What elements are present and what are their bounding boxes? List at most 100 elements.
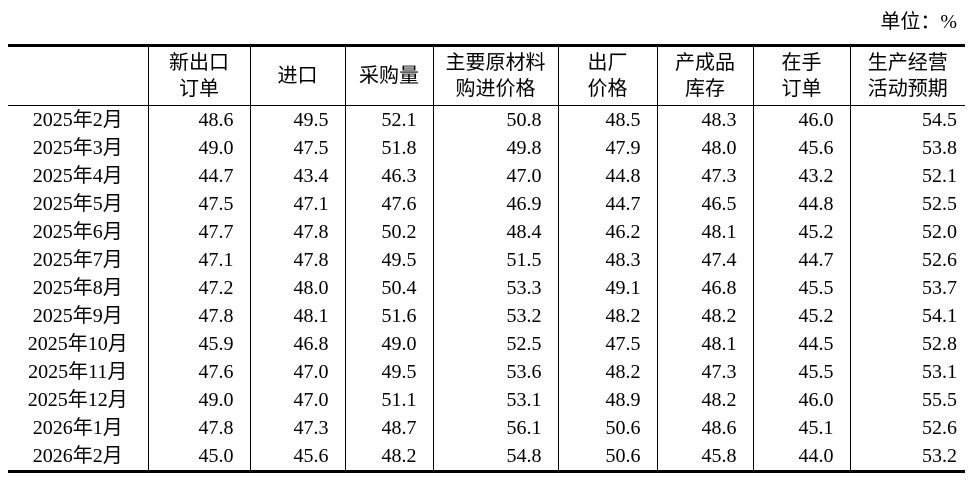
- value-cell: 47.5: [147, 190, 250, 218]
- column-header-orders-on-hand: 在手 订单: [752, 45, 850, 106]
- value-cell: 46.2: [557, 218, 657, 246]
- value-cell: 49.5: [344, 358, 433, 386]
- value-cell: 48.5: [557, 105, 657, 134]
- value-cell: 52.5: [432, 330, 558, 358]
- value-cell: 48.1: [656, 330, 753, 358]
- value-cell: 54.8: [432, 442, 558, 472]
- value-cell: 52.5: [849, 190, 965, 218]
- table-row: 2025年10月 45.9 46.8 49.0 52.5 47.5 48.1 4…: [8, 330, 965, 358]
- value-cell: 47.6: [147, 358, 250, 386]
- value-cell: 49.1: [557, 274, 657, 302]
- value-cell: 48.2: [344, 442, 433, 472]
- value-cell: 46.0: [752, 105, 850, 134]
- row-label-cell: 2025年11月: [28, 361, 128, 383]
- value-cell: 48.3: [656, 105, 753, 134]
- value-cell: 47.5: [557, 330, 657, 358]
- row-label-cell: 2025年7月: [32, 249, 123, 271]
- value-cell: 44.0: [752, 442, 850, 472]
- value-cell: 51.6: [344, 302, 433, 330]
- value-cell: 51.8: [344, 134, 433, 162]
- table-row: 2025年8月 47.2 48.0 50.4 53.3 49.1 46.8 45…: [8, 274, 965, 302]
- value-cell: 52.8: [849, 330, 965, 358]
- row-label-cell: 2025年4月: [32, 165, 123, 187]
- value-cell: 53.7: [849, 274, 965, 302]
- column-header-finished-goods-inventory: 产成品 库存: [656, 45, 753, 106]
- value-cell: 47.1: [147, 246, 250, 274]
- value-cell: 52.6: [849, 246, 965, 274]
- value-cell: 46.3: [344, 162, 433, 190]
- value-cell: 50.4: [344, 274, 433, 302]
- row-label-cell: 2025年5月: [32, 193, 123, 215]
- table-row: 2025年6月 47.7 47.8 50.2 48.4 46.2 48.1 45…: [8, 218, 965, 246]
- value-cell: 53.2: [849, 442, 965, 472]
- value-cell: 56.1: [432, 414, 558, 442]
- page: 单位：% 新出口 订单 进口 采购量 主要原材料 购进价格 出厂 价格 产成品 …: [8, 11, 965, 473]
- value-cell: 47.7: [147, 218, 250, 246]
- value-cell: 46.0: [752, 386, 850, 414]
- column-header-ex-factory-prices: 出厂 价格: [557, 45, 657, 106]
- value-cell: 53.1: [849, 358, 965, 386]
- value-cell: 48.2: [557, 358, 657, 386]
- table-header: 新出口 订单 进口 采购量 主要原材料 购进价格 出厂 价格 产成品 库存 在手…: [8, 45, 965, 106]
- row-label-cell: 2025年9月: [32, 305, 123, 327]
- value-cell: 48.9: [557, 386, 657, 414]
- value-cell: 49.5: [344, 246, 433, 274]
- value-cell: 44.7: [147, 162, 250, 190]
- value-cell: 47.1: [249, 190, 345, 218]
- value-cell: 52.6: [849, 414, 965, 442]
- value-cell: 49.8: [432, 134, 558, 162]
- value-cell: 50.6: [557, 414, 657, 442]
- value-cell: 47.5: [249, 134, 345, 162]
- row-label-cell: 2026年1月: [32, 417, 123, 439]
- value-cell: 44.8: [557, 162, 657, 190]
- value-cell: 47.3: [656, 358, 753, 386]
- value-cell: 45.2: [752, 302, 850, 330]
- value-cell: 47.0: [432, 162, 558, 190]
- table-row: 2025年12月 49.0 47.0 51.1 53.1 48.9 48.2 4…: [8, 386, 965, 414]
- value-cell: 47.3: [656, 162, 753, 190]
- value-cell: 48.0: [249, 274, 345, 302]
- value-cell: 51.1: [344, 386, 433, 414]
- value-cell: 48.7: [344, 414, 433, 442]
- table-row: 2025年11月 47.6 47.0 49.5 53.6 48.2 47.3 4…: [8, 358, 965, 386]
- table-row: 2025年4月 44.7 43.4 46.3 47.0 44.8 47.3 43…: [8, 162, 965, 190]
- value-cell: 46.9: [432, 190, 558, 218]
- table-row: 2025年7月 47.1 47.8 49.5 51.5 48.3 47.4 44…: [8, 246, 965, 274]
- value-cell: 53.1: [432, 386, 558, 414]
- value-cell: 48.3: [557, 246, 657, 274]
- value-cell: 48.2: [656, 302, 753, 330]
- table-row: 2025年9月 47.8 48.1 51.6 53.2 48.2 48.2 45…: [8, 302, 965, 330]
- value-cell: 49.0: [147, 134, 250, 162]
- value-cell: 45.2: [752, 218, 850, 246]
- value-cell: 54.1: [849, 302, 965, 330]
- value-cell: 48.6: [656, 414, 753, 442]
- corner-cell: [8, 45, 148, 106]
- value-cell: 47.8: [147, 302, 250, 330]
- row-label-cell: 2025年2月: [32, 109, 123, 131]
- value-cell: 48.6: [147, 105, 250, 134]
- value-cell: 47.0: [249, 386, 345, 414]
- value-cell: 53.8: [849, 134, 965, 162]
- value-cell: 49.0: [147, 386, 250, 414]
- table-row: 2026年2月 45.0 45.6 48.2 54.8 50.6 45.8 44…: [8, 442, 965, 472]
- value-cell: 47.0: [249, 358, 345, 386]
- value-cell: 45.8: [656, 442, 753, 472]
- value-cell: 46.5: [656, 190, 753, 218]
- value-cell: 52.1: [344, 105, 433, 134]
- row-label-cell: 2025年3月: [32, 137, 123, 159]
- value-cell: 47.3: [249, 414, 345, 442]
- value-cell: 45.5: [752, 274, 850, 302]
- table-body: 2025年2月 48.6 49.5 52.1 50.8 48.5 48.3 46…: [8, 105, 965, 472]
- value-cell: 52.1: [849, 162, 965, 190]
- value-cell: 44.5: [752, 330, 850, 358]
- column-header-new-export-orders: 新出口 订单: [147, 45, 250, 106]
- value-cell: 47.2: [147, 274, 250, 302]
- value-cell: 46.8: [656, 274, 753, 302]
- value-cell: 48.0: [656, 134, 753, 162]
- value-cell: 45.6: [249, 442, 345, 472]
- value-cell: 53.6: [432, 358, 558, 386]
- row-label-cell: 2025年8月: [32, 277, 123, 299]
- value-cell: 50.2: [344, 218, 433, 246]
- pmi-subindices-table: 新出口 订单 进口 采购量 主要原材料 购进价格 出厂 价格 产成品 库存 在手…: [8, 44, 965, 473]
- value-cell: 52.0: [849, 218, 965, 246]
